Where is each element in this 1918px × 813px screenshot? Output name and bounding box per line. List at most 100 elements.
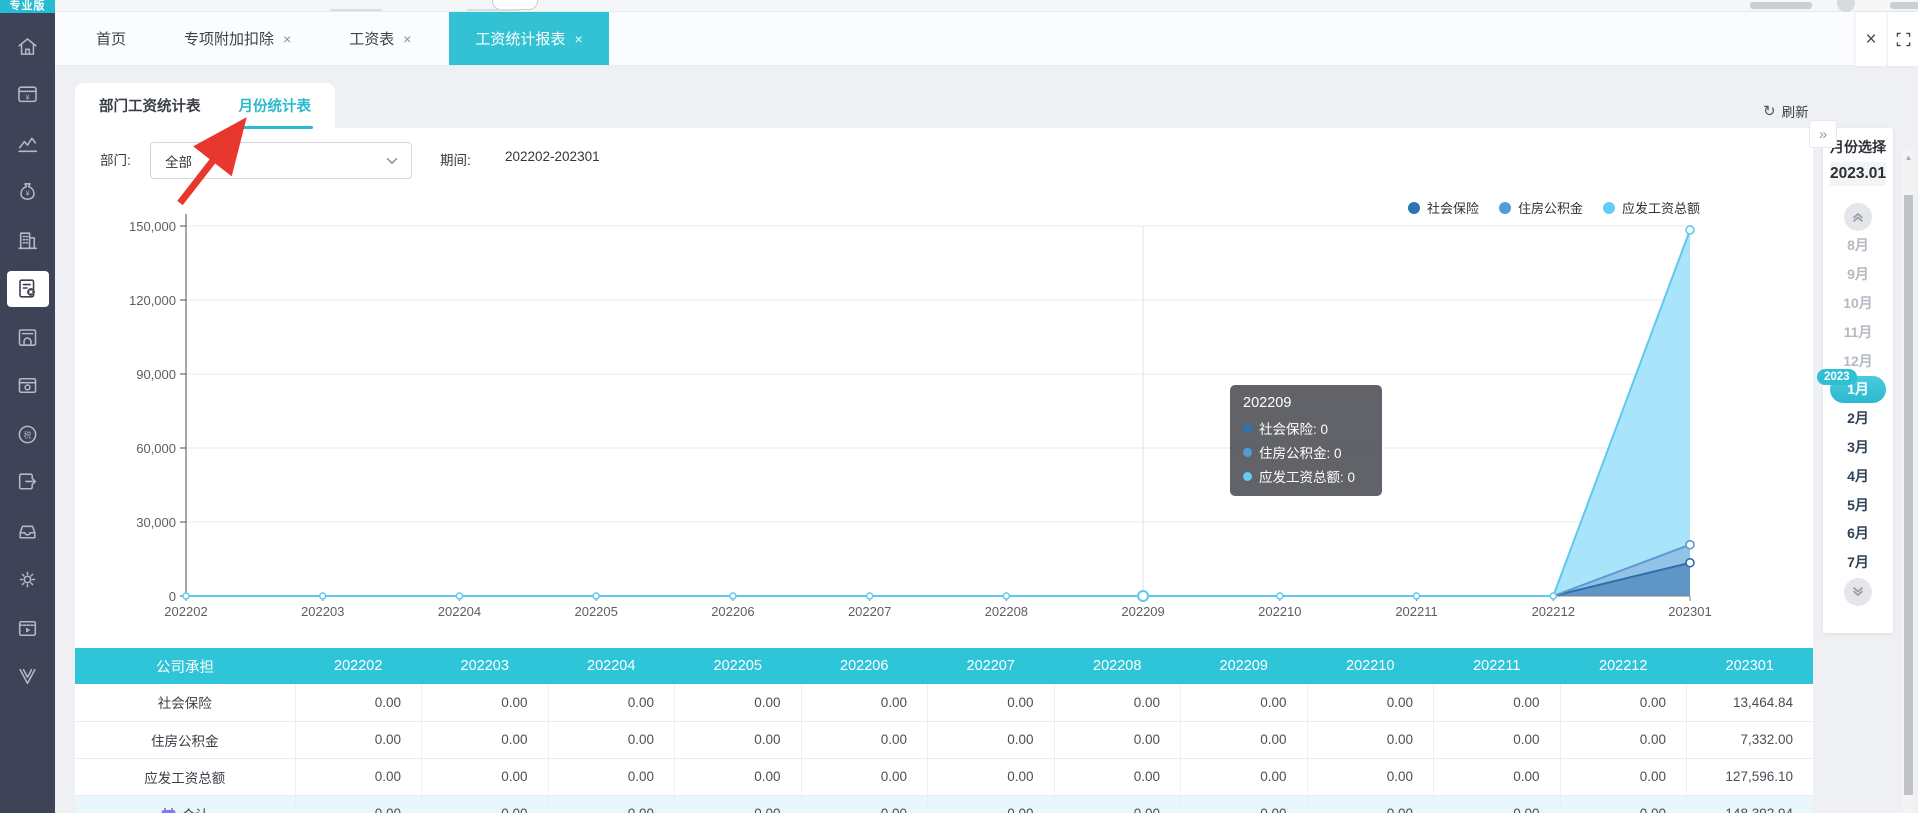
month-item[interactable]: 8月	[1847, 237, 1869, 254]
month-item[interactable]: 10月	[1843, 294, 1873, 311]
tab-close-icon[interactable]: ×	[403, 30, 412, 47]
department-select[interactable]: 全部	[150, 142, 412, 179]
month-item[interactable]: 2月	[1847, 410, 1869, 427]
table-cell: 0.00	[674, 795, 802, 813]
chevron-down-double-icon	[1853, 587, 1863, 596]
vertical-scrollbar[interactable]: ▲	[1902, 150, 1915, 813]
tab-item[interactable]: 工资统计报表 ×	[449, 12, 609, 65]
svg-text:¥: ¥	[25, 189, 30, 198]
sidebar-item-salary-report[interactable]	[0, 265, 55, 314]
collapse-panel-button[interactable]: »	[1809, 120, 1837, 148]
svg-text:90,000: 90,000	[136, 367, 176, 382]
table-cell: 0.00	[295, 758, 422, 796]
table-header-cell: 202206	[801, 648, 928, 684]
avatar[interactable]	[1837, 0, 1855, 12]
svg-text:税: 税	[24, 430, 32, 439]
subtab-monthly-stats[interactable]: 月份统计表	[236, 95, 313, 129]
scrollbar-thumb[interactable]	[1904, 195, 1913, 795]
table-head: 公司承担 202202 202203 202204 202205 202206 202207…	[75, 648, 1813, 684]
tab-item[interactable]: 首页	[76, 12, 146, 65]
sidebar-item-transfer[interactable]	[0, 459, 55, 508]
tooltip-row-text: 应发工资总额: 0	[1259, 470, 1356, 485]
table-header-cell: 202211	[1433, 648, 1560, 684]
sidebar-item-tax[interactable]: 税	[0, 410, 55, 459]
month-item[interactable]: 4月	[1847, 467, 1869, 484]
sidebar-item-funds[interactable]: ¥	[0, 168, 55, 217]
table-row-label: 合计	[75, 795, 296, 813]
tab-close-icon[interactable]: ×	[283, 30, 292, 47]
table-cell: 0.00	[295, 721, 422, 759]
bank-icon	[7, 319, 49, 355]
month-item[interactable]: 9月	[1847, 266, 1869, 283]
table-cell: 0.00	[1307, 758, 1434, 796]
month-item[interactable]: 2023 1月	[1817, 368, 1893, 404]
table-cell: 0.00	[927, 684, 1055, 722]
salary-window-icon	[7, 368, 49, 404]
current-period: 2023.01	[1830, 162, 1886, 186]
month-item[interactable]: 3月	[1847, 438, 1869, 455]
table-cell: 0.00	[295, 684, 422, 722]
svg-text:202202: 202202	[164, 604, 207, 619]
month-list: 8月 9月 10月 11月 12月 2023 1月 2月 3月 4月 5月 6月 7月	[1817, 231, 1893, 577]
sidebar-item-assets[interactable]	[0, 362, 55, 411]
sidebar-item-inbox[interactable]	[0, 507, 55, 556]
total-calculator-icon	[161, 807, 176, 813]
table-cell: 0.00	[1054, 758, 1181, 796]
tab-label: 工资表	[349, 31, 395, 48]
scrollbar-up-arrow[interactable]: ▲	[1904, 153, 1913, 162]
table-cell: 0.00	[927, 758, 1055, 796]
fullscreen-button[interactable]	[1888, 12, 1918, 66]
tax-icon: 税	[7, 416, 49, 452]
table-cell: 0.00	[548, 684, 675, 722]
tooltip-series-dot	[1243, 471, 1252, 481]
tooltip-series-dot	[1243, 423, 1252, 433]
refresh-button[interactable]: ↻ 刷新	[1763, 101, 1809, 121]
subtab-department-salary[interactable]: 部门工资统计表	[99, 99, 201, 115]
sidebar-item-reports[interactable]	[0, 119, 55, 168]
month-item[interactable]: 11月	[1843, 323, 1873, 340]
tooltip-title: 202209	[1243, 395, 1292, 411]
tab-item[interactable]: 专项附加扣除 ×	[164, 12, 311, 65]
table-cell: 0.00	[674, 758, 802, 796]
legend-dot	[1602, 201, 1615, 214]
table-cell: 0.00	[1433, 758, 1561, 796]
tab-close-icon[interactable]: ×	[574, 30, 583, 47]
v-logo-icon	[7, 659, 49, 695]
svg-text:202209: 202209	[1121, 604, 1164, 619]
legend-item[interactable]: 住房公积金	[1498, 198, 1583, 217]
month-item[interactable]: 12月	[1843, 352, 1873, 369]
month-item[interactable]: 7月	[1847, 554, 1869, 571]
table-header-cell: 公司承担	[75, 648, 295, 684]
table-cell: 0.00	[927, 795, 1055, 813]
svg-text:202205: 202205	[574, 604, 617, 619]
table-cell: 0.00	[548, 721, 675, 759]
sidebar-item-voucher[interactable]: ¥	[0, 71, 55, 120]
tab-item[interactable]: 工资表 ×	[329, 12, 431, 65]
table-cell: 0.00	[1180, 721, 1308, 759]
svg-text:0: 0	[169, 589, 176, 604]
inbox-icon	[7, 513, 49, 549]
table-cell: 0.00	[801, 795, 928, 813]
sidebar-item-video[interactable]	[0, 604, 55, 653]
sidebar-item-company[interactable]	[0, 216, 55, 265]
legend-item[interactable]: 社会保险	[1407, 198, 1479, 217]
scroll-months-down-button[interactable]	[1844, 578, 1872, 606]
month-item[interactable]: 5月	[1847, 496, 1869, 513]
table-cell: 0.00	[1307, 684, 1434, 722]
sidebar-item-settings[interactable]	[0, 556, 55, 605]
sidebar-item-home[interactable]	[0, 22, 55, 71]
sidebar-item-vip[interactable]	[0, 653, 55, 702]
table-cell: 0.00	[1560, 758, 1687, 796]
scroll-months-up-button[interactable]	[1844, 203, 1872, 231]
close-tab-button[interactable]: ×	[1856, 12, 1886, 66]
top-text-cropped	[1750, 2, 1812, 9]
legend-item[interactable]: 应发工资总额	[1602, 198, 1700, 217]
sidebar-item-bank[interactable]	[0, 313, 55, 362]
table-cell: 13,464.84	[1686, 684, 1813, 722]
chevron-right-double-icon: »	[1818, 125, 1828, 143]
table-cell: 0.00	[927, 721, 1055, 759]
chart-tooltip: 202209 社会保险: 0 住房公积金: 0 应发工资总额: 0	[1230, 385, 1382, 496]
table-cell: 7,332.00	[1686, 721, 1813, 759]
month-item[interactable]: 6月	[1847, 525, 1869, 542]
